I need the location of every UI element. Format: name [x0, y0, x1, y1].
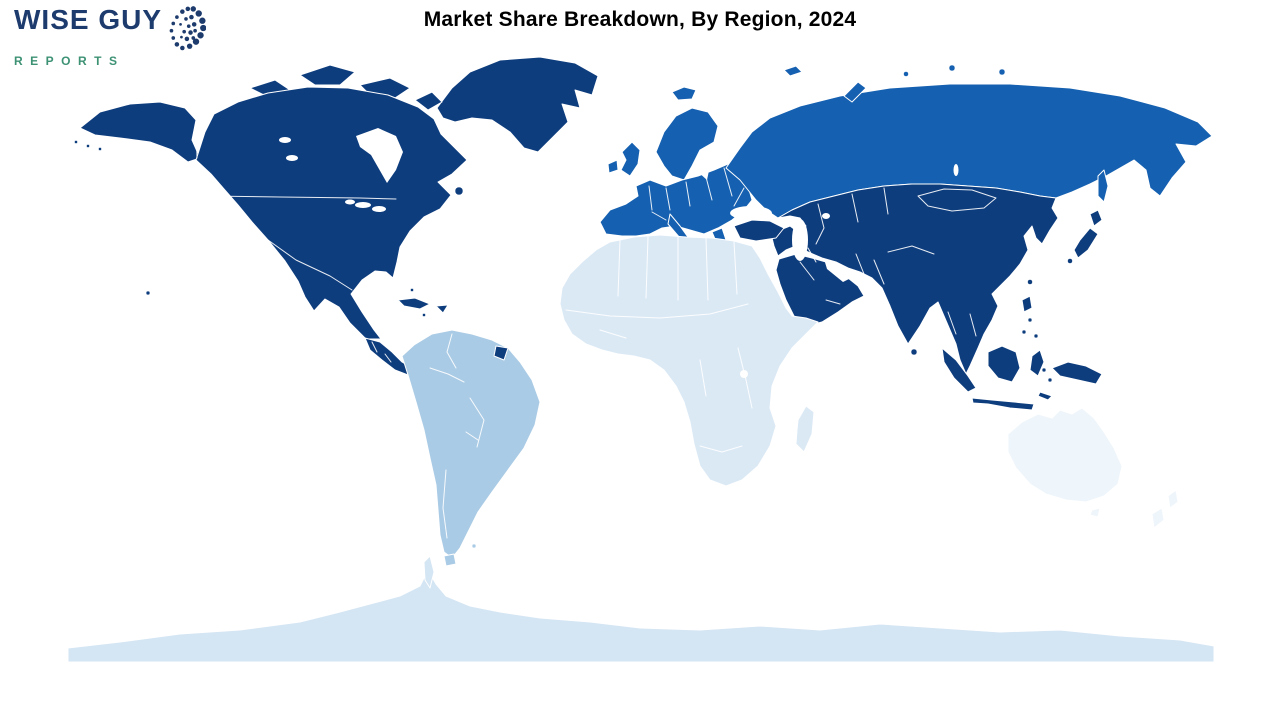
australia	[1007, 407, 1123, 503]
novaya-zemlya	[843, 81, 867, 103]
region-north-america	[74, 56, 599, 376]
antarctic-peninsula	[423, 555, 435, 589]
chart-title: Market Share Breakdown, By Region, 2024	[423, 8, 857, 31]
new-zealand-north	[1167, 489, 1179, 509]
great-lake	[372, 206, 386, 212]
asia-mainland	[771, 183, 1059, 375]
ireland	[607, 159, 619, 174]
dotted-head-icon	[169, 6, 207, 51]
japan-kyushu	[1067, 258, 1073, 264]
cuba	[397, 297, 431, 310]
himalaya-border	[887, 245, 935, 255]
region-south-america	[401, 329, 541, 567]
logo-wordmark: WISE GUY	[14, 4, 163, 35]
timor	[1037, 391, 1053, 401]
aral-sea	[822, 213, 830, 219]
region-antarctica	[67, 555, 1215, 663]
java	[971, 397, 1035, 411]
great-lake	[345, 199, 355, 205]
country-borders	[195, 117, 997, 539]
antarctica-band	[67, 569, 1215, 663]
persian-gulf	[824, 259, 851, 282]
scandinavia	[655, 107, 719, 181]
region-oceania	[1007, 407, 1179, 529]
arctic-island	[299, 64, 356, 86]
philippine-isle	[1033, 333, 1039, 339]
philippine-isle	[1027, 317, 1033, 323]
us-canada-border	[205, 195, 397, 200]
sakhalin	[1097, 169, 1109, 203]
newfoundland	[454, 186, 464, 196]
mongolia-border	[917, 188, 997, 212]
taiwan	[1027, 279, 1033, 285]
sri-lanka	[910, 348, 918, 356]
bahamas	[410, 288, 414, 292]
north-america-mainland	[195, 86, 468, 340]
philippines-luzon	[1021, 295, 1033, 313]
great-britain	[620, 141, 641, 177]
jamaica	[422, 313, 426, 317]
great-slave-lake	[286, 155, 298, 161]
alaska	[79, 101, 201, 163]
new-guinea	[1051, 361, 1103, 385]
great-lake	[355, 202, 371, 208]
logo-subtitle: REPORTS	[14, 54, 125, 68]
lake-baikal	[953, 164, 959, 176]
new-zealand-south	[1151, 507, 1165, 529]
baltic-sea	[697, 153, 711, 180]
arctic-isle	[998, 68, 1006, 76]
hispaniola	[435, 304, 449, 314]
water-overlays	[279, 128, 959, 378]
borneo	[987, 345, 1021, 383]
arctic-island	[414, 91, 443, 111]
falkland-islands	[471, 543, 477, 549]
hudson-bay	[356, 128, 403, 183]
region-french-guiana	[493, 345, 509, 361]
region-asia	[733, 183, 1103, 411]
great-bear-lake	[279, 137, 291, 143]
greenland	[436, 56, 599, 153]
tierra-del-fuego	[443, 553, 457, 567]
region-africa	[559, 234, 819, 487]
argentina-chile-border	[442, 469, 448, 539]
black-sea	[730, 206, 772, 220]
sulawesi	[1029, 349, 1045, 377]
madagascar	[795, 405, 815, 453]
philippine-isle	[1021, 329, 1027, 335]
molucca-isle	[1047, 377, 1053, 383]
svalbard	[783, 65, 803, 77]
south-america-mainland	[401, 329, 541, 559]
japan-hokkaido	[1089, 209, 1103, 227]
hawaii	[145, 290, 151, 296]
region-russia	[725, 64, 1213, 219]
arctic-isle	[903, 71, 909, 77]
arabian-peninsula	[775, 253, 865, 327]
caspian-sea	[792, 219, 808, 261]
turkey	[733, 219, 785, 242]
us-mexico-border	[267, 239, 353, 291]
sumatra	[941, 347, 977, 393]
alaska-canada-border	[195, 117, 198, 159]
arctic-isle	[948, 64, 956, 72]
iceland	[671, 86, 697, 101]
wise-guy-reports-logo: WISE GUY REPORTS	[14, 4, 207, 68]
sahel-border	[565, 303, 749, 319]
japan-honshu	[1073, 227, 1099, 259]
tasmania	[1089, 507, 1101, 518]
africa-mainland	[559, 234, 819, 487]
molucca-isle	[1041, 367, 1047, 373]
